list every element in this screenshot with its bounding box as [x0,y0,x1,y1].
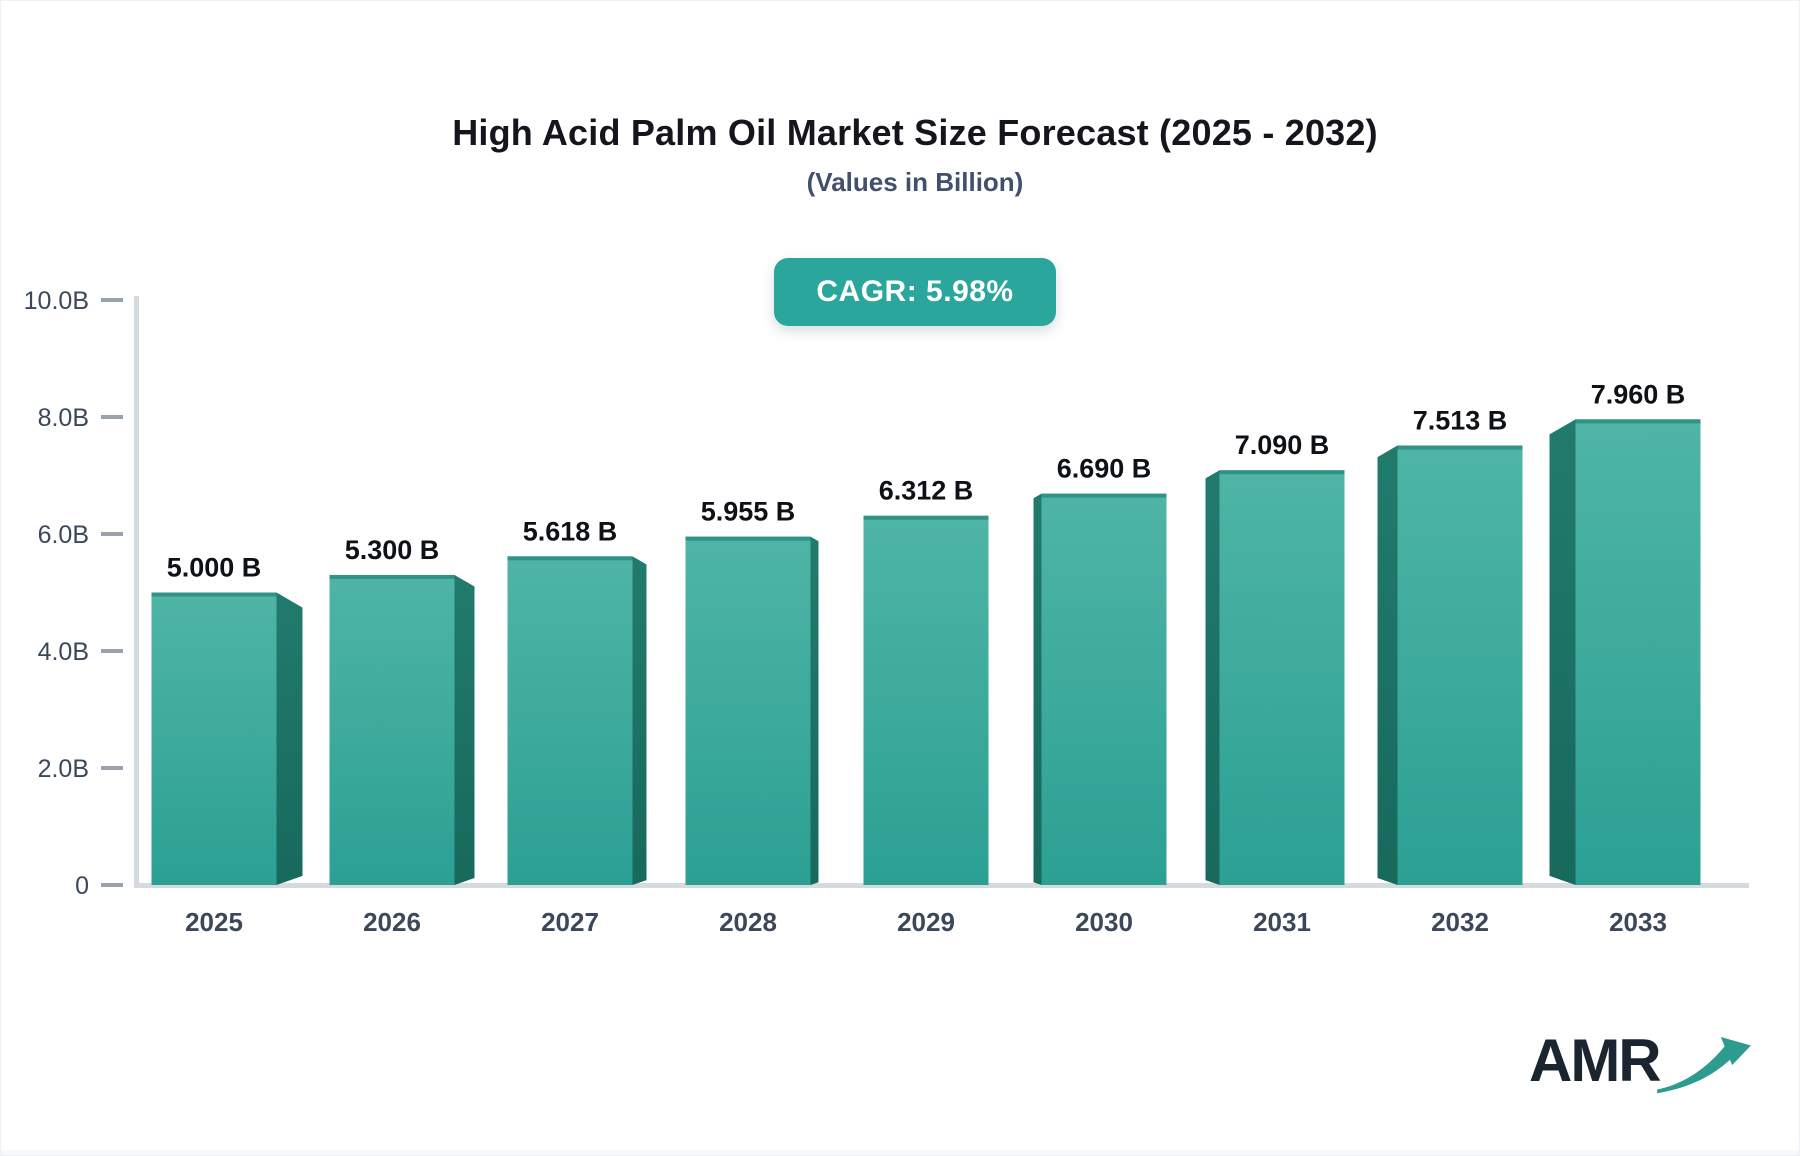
x-axis-label: 2025 [185,907,243,937]
bar-front-face [1397,445,1523,885]
x-axis-label: 2026 [363,907,421,937]
bar-2027: 5.618 B [507,516,647,885]
bar-front-face [1041,493,1167,885]
x-axis-line [134,883,1749,888]
x-axis-label: 2031 [1253,907,1311,937]
x-axis-label: 2030 [1075,907,1133,937]
bar-2032: 7.513 B [1377,405,1523,885]
bar-front-face [1219,470,1345,885]
cagr-badge-wrap: CAGR: 5.98% [31,258,1799,326]
bar-2033: 7.960 B [1549,379,1701,885]
bar-value-label: 7.090 B [1235,430,1330,460]
amr-logo: AMR [1529,1031,1752,1097]
bar-2026: 5.300 B [329,535,475,885]
bar-top-edge [1397,445,1523,450]
y-axis-label: 10.0B [24,287,89,315]
bar-top-edge [507,556,633,561]
y-tick-dash [101,766,123,770]
bar-top-edge [863,515,989,520]
y-axis-line [134,296,139,885]
y-axis-label: 2.0B [38,755,89,783]
x-axis-label: 2032 [1431,907,1489,937]
bar-top-edge [1219,470,1345,475]
chart-header: High Acid Palm Oil Market Size Forecast … [31,1,1799,198]
cagr-badge: CAGR: 5.98% [774,258,1056,326]
bar-front-face [151,592,277,885]
bar-front-face [329,574,455,885]
bar-value-label: 5.618 B [523,516,618,546]
bar-value-label: 7.960 B [1591,379,1686,409]
bar-value-label: 5.955 B [701,497,796,527]
bar-value-label: 6.690 B [1057,454,1152,484]
bar-2025: 5.000 B [151,553,303,885]
y-tick-dash [101,883,123,887]
amr-logo-text: AMR [1529,1027,1662,1094]
bar-2029: 6.312 B [863,476,989,885]
growth-arrow-icon [1656,1037,1751,1094]
y-axis-label: 8.0B [38,404,89,432]
y-axis-label: 4.0B [38,638,89,666]
bar-value-label: 5.300 B [345,535,440,565]
chart-subtitle: (Values in Billion) [806,167,1024,197]
bar-2030: 6.690 B [1033,454,1167,885]
y-tick-dash [101,298,123,302]
y-tick-dash [101,532,123,536]
bar-value-label: 7.513 B [1413,405,1508,435]
arrow-head [1720,1037,1751,1066]
bar-top-edge [1041,493,1167,498]
bar-side-face [1205,470,1220,885]
bar-2031: 7.090 B [1205,430,1345,885]
x-axis-label: 2027 [541,907,599,937]
bar-front-face [1575,419,1701,885]
bar-top-edge [151,592,277,597]
y-tick-dash [101,649,123,653]
bar-side-face [632,556,647,885]
bar-side-face [454,574,475,885]
bar-value-label: 6.312 B [879,476,974,506]
x-axis-label: 2028 [719,907,777,937]
bar-side-face [1033,493,1042,885]
arrow-swoosh [1656,1046,1738,1094]
x-axis-label: 2033 [1609,907,1667,937]
bar-top-edge [329,574,455,579]
y-tick-dash [101,415,123,419]
y-axis-label: 6.0B [38,521,89,549]
bar-top-edge [685,536,811,541]
chart-title: High Acid Palm Oil Market Size Forecast … [452,112,1378,153]
bar-front-face [863,515,989,885]
x-axis-label: 2029 [897,907,955,937]
bar-side-face [1377,445,1398,885]
bar-side-face [276,592,303,885]
bar-top-edge [1575,419,1701,424]
bar-side-face [810,536,819,885]
bar-side-face [1549,419,1576,885]
y-axis-label: 0 [75,872,89,900]
bar-value-label: 5.000 B [167,553,262,583]
bar-front-face [507,556,633,885]
bar-front-face [685,536,811,885]
bar-2028: 5.955 B [685,497,819,885]
